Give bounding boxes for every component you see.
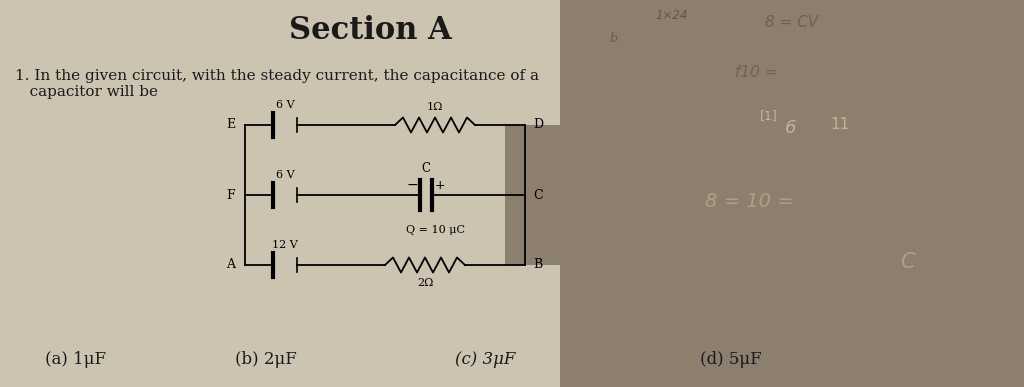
Text: (c) 3μF: (c) 3μF [455,351,515,368]
Text: (a) 1μF: (a) 1μF [45,351,106,368]
Text: 12 V: 12 V [272,240,298,250]
Text: 6 V: 6 V [275,100,294,110]
Text: D: D [534,118,543,132]
Text: 6 V: 6 V [275,170,294,180]
Text: (b) 2μF: (b) 2μF [234,351,297,368]
Text: [1]: [1] [760,109,778,122]
PathPatch shape [505,125,560,265]
Text: −: − [407,178,418,192]
Text: C: C [422,162,430,175]
Text: Q = 10 μC: Q = 10 μC [407,225,466,235]
Text: f10 =: f10 = [735,65,777,80]
Text: B: B [534,259,543,272]
Text: 6: 6 [785,119,797,137]
Text: 2Ω: 2Ω [417,278,433,288]
Text: 8 = CV: 8 = CV [765,15,818,30]
PathPatch shape [560,0,1024,387]
Text: 8 = 10 =: 8 = 10 = [705,192,794,211]
Text: 1. In the given circuit, with the steady current, the capacitance of a
   capaci: 1. In the given circuit, with the steady… [15,69,539,99]
Text: (d) 5μF: (d) 5μF [700,351,762,368]
Text: C: C [534,188,543,202]
Text: 1Ω: 1Ω [427,102,443,112]
Text: C: C [900,252,914,272]
Text: Section A: Section A [289,15,452,46]
Text: b: b [610,32,617,45]
Text: 1×24: 1×24 [655,9,687,22]
Text: F: F [226,188,234,202]
Text: +: + [434,179,445,192]
Text: 11: 11 [830,117,849,132]
Text: A: A [226,259,234,272]
Text: E: E [226,118,234,132]
